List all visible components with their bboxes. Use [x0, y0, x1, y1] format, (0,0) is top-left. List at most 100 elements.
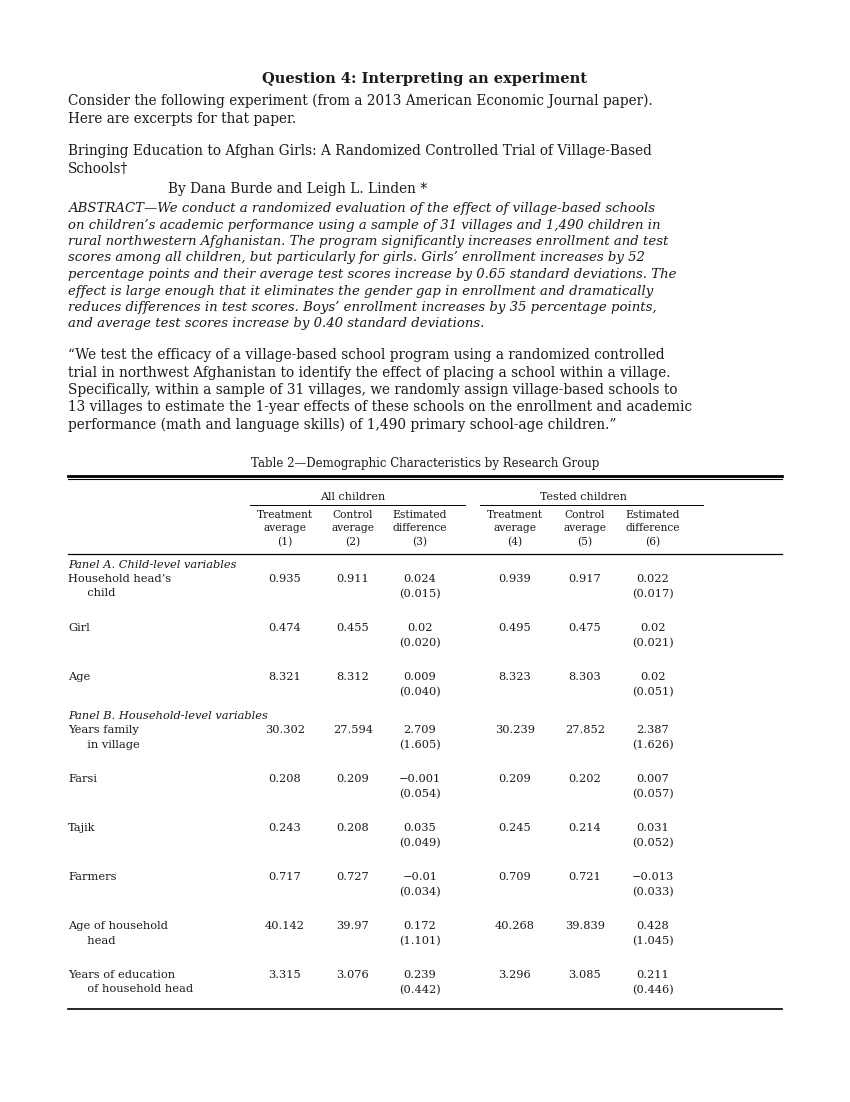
Text: (6): (6) [645, 537, 660, 547]
Text: 0.02: 0.02 [640, 623, 666, 633]
Text: 40.268: 40.268 [495, 921, 535, 931]
Text: (0.051): (0.051) [632, 687, 674, 696]
Text: Tested children: Tested children [541, 491, 627, 501]
Text: Treatment: Treatment [487, 509, 543, 519]
Text: 0.939: 0.939 [499, 574, 531, 584]
Text: −0.01: −0.01 [403, 872, 438, 882]
Text: “We test the efficacy of a village-based school program using a randomized contr: “We test the efficacy of a village-based… [68, 348, 665, 361]
Text: (1.626): (1.626) [632, 739, 674, 749]
Text: (1.101): (1.101) [400, 936, 441, 946]
Text: Bringing Education to Afghan Girls: A Randomized Controlled Trial of Village-Bas: Bringing Education to Afghan Girls: A Ra… [68, 144, 652, 158]
Text: 3.296: 3.296 [499, 970, 531, 980]
Text: Age of household: Age of household [68, 921, 167, 931]
Text: 0.917: 0.917 [569, 574, 601, 584]
Text: 3.315: 3.315 [269, 970, 302, 980]
Text: Estimated: Estimated [393, 509, 447, 519]
Text: By Dana Burde and Leigh L. Linden *: By Dana Burde and Leigh L. Linden * [168, 182, 427, 196]
Text: 0.455: 0.455 [337, 623, 370, 633]
Text: 0.474: 0.474 [269, 623, 302, 633]
Text: 2.709: 2.709 [404, 725, 436, 735]
Text: −0.001: −0.001 [399, 774, 441, 784]
Text: 0.239: 0.239 [404, 970, 436, 980]
Text: percentage points and their average test scores increase by 0.65 standard deviat: percentage points and their average test… [68, 268, 677, 281]
Text: Control: Control [564, 509, 605, 519]
Text: difference: difference [393, 523, 447, 533]
Text: 0.727: 0.727 [337, 872, 370, 882]
Text: (0.015): (0.015) [400, 588, 441, 598]
Text: Question 4: Interpreting an experiment: Question 4: Interpreting an experiment [263, 72, 587, 86]
Text: (0.049): (0.049) [400, 838, 441, 847]
Text: (0.052): (0.052) [632, 838, 674, 847]
Text: Girl: Girl [68, 623, 90, 633]
Text: rural northwestern Afghanistan. The program significantly increases enrollment a: rural northwestern Afghanistan. The prog… [68, 235, 668, 248]
Text: 0.243: 0.243 [269, 823, 302, 833]
Text: Schools†: Schools† [68, 162, 128, 176]
Text: difference: difference [626, 523, 680, 533]
Text: (0.017): (0.017) [632, 588, 674, 598]
Text: Treatment: Treatment [257, 509, 313, 519]
Text: (1.045): (1.045) [632, 936, 674, 946]
Text: 0.02: 0.02 [640, 672, 666, 682]
Text: 8.303: 8.303 [569, 672, 601, 682]
Text: 0.935: 0.935 [269, 574, 302, 584]
Text: 0.717: 0.717 [269, 872, 302, 882]
Text: 0.02: 0.02 [407, 623, 433, 633]
Text: 0.208: 0.208 [337, 823, 370, 833]
Text: child: child [80, 588, 116, 598]
Text: 0.209: 0.209 [337, 774, 370, 784]
Text: 0.009: 0.009 [404, 672, 436, 682]
Text: 8.323: 8.323 [499, 672, 531, 682]
Text: on children’s academic performance using a sample of 31 villages and 1,490 child: on children’s academic performance using… [68, 218, 660, 231]
Text: 3.085: 3.085 [569, 970, 601, 980]
Text: 40.142: 40.142 [265, 921, 305, 931]
Text: 0.428: 0.428 [637, 921, 669, 931]
Text: (5): (5) [577, 537, 592, 547]
Text: average: average [332, 523, 375, 533]
Text: 0.208: 0.208 [269, 774, 302, 784]
Text: Panel B. Household-level variables: Panel B. Household-level variables [68, 711, 268, 721]
Text: 0.022: 0.022 [637, 574, 669, 584]
Text: (0.446): (0.446) [632, 984, 674, 995]
Text: Specifically, within a sample of 31 villages, we randomly assign village-based s: Specifically, within a sample of 31 vill… [68, 383, 677, 397]
Text: 0.172: 0.172 [404, 921, 436, 931]
Text: 8.321: 8.321 [269, 672, 302, 682]
Text: 30.239: 30.239 [495, 725, 535, 735]
Text: 0.495: 0.495 [499, 623, 531, 633]
Text: 3.076: 3.076 [337, 970, 370, 980]
Text: performance (math and language skills) of 1,490 primary school-age children.”: performance (math and language skills) o… [68, 418, 616, 432]
Text: (0.020): (0.020) [400, 637, 441, 648]
Text: Household head’s: Household head’s [68, 574, 171, 584]
Text: 0.024: 0.024 [404, 574, 436, 584]
Text: 27.594: 27.594 [333, 725, 373, 735]
Text: Table 2—Demographic Characteristics by Research Group: Table 2—Demographic Characteristics by R… [251, 457, 599, 471]
Text: average: average [564, 523, 607, 533]
Text: average: average [264, 523, 307, 533]
Text: head: head [80, 936, 116, 946]
Text: 0.031: 0.031 [637, 823, 669, 833]
Text: 0.209: 0.209 [499, 774, 531, 784]
Text: Farsi: Farsi [68, 774, 97, 784]
Text: 0.211: 0.211 [637, 970, 669, 980]
Text: 0.911: 0.911 [337, 574, 370, 584]
Text: Age: Age [68, 672, 90, 682]
Text: 8.312: 8.312 [337, 672, 370, 682]
Text: 0.202: 0.202 [569, 774, 601, 784]
Text: 0.007: 0.007 [637, 774, 669, 784]
Text: 30.302: 30.302 [265, 725, 305, 735]
Text: average: average [494, 523, 536, 533]
Text: effect is large enough that it eliminates the gender gap in enrollment and drama: effect is large enough that it eliminate… [68, 284, 654, 298]
Text: 39.839: 39.839 [565, 921, 605, 931]
Text: 27.852: 27.852 [565, 725, 605, 735]
Text: 39.97: 39.97 [337, 921, 370, 931]
Text: 0.475: 0.475 [569, 623, 601, 633]
Text: (1): (1) [277, 537, 292, 547]
Text: ABSTRACT—We conduct a randomized evaluation of the effect of village-based schoo: ABSTRACT—We conduct a randomized evaluat… [68, 202, 655, 215]
Text: All children: All children [320, 491, 385, 501]
Text: (0.040): (0.040) [400, 687, 441, 696]
Text: (0.021): (0.021) [632, 637, 674, 648]
Text: (3): (3) [412, 537, 428, 547]
Text: (0.442): (0.442) [400, 984, 441, 995]
Text: trial in northwest Afghanistan to identify the effect of placing a school within: trial in northwest Afghanistan to identi… [68, 366, 671, 379]
Text: (4): (4) [507, 537, 523, 547]
Text: 0.245: 0.245 [499, 823, 531, 833]
